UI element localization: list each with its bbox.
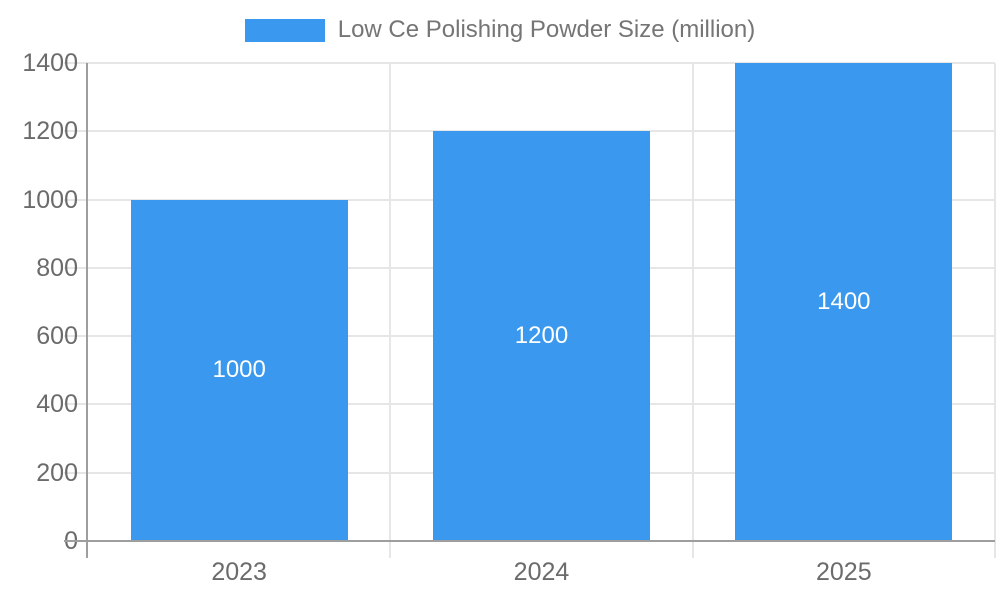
y-axis-tick-label: 1000 — [22, 185, 78, 214]
y-axis-tick — [64, 266, 88, 269]
y-axis-tick — [64, 403, 88, 406]
bar-value-label: 1200 — [514, 322, 569, 350]
bar-value-label: 1000 — [212, 356, 266, 384]
y-axis-tick-label: 200 — [36, 458, 78, 487]
bar-value-label: 1400 — [817, 288, 871, 315]
gridline-vertical — [994, 63, 996, 558]
y-axis-tick — [64, 471, 88, 474]
y-axis-tick — [64, 198, 88, 201]
y-axis-line — [86, 63, 88, 558]
y-axis-tick — [64, 62, 88, 64]
bar[interactable] — [735, 63, 953, 541]
x-axis-tick-label: 2023 — [211, 558, 267, 586]
legend-label: Low Ce Polishing Powder Size (million) — [337, 16, 756, 43]
y-axis-tick-label: 800 — [36, 253, 78, 282]
legend-swatch — [244, 18, 325, 42]
x-axis-tick-label: 2025 — [816, 558, 872, 586]
y-axis-tick — [64, 335, 88, 338]
x-axis-line — [64, 540, 995, 542]
gridline-horizontal — [88, 62, 995, 64]
legend[interactable]: Low Ce Polishing Powder Size (million) — [0, 16, 1000, 44]
gridline-vertical — [691, 63, 694, 558]
x-axis-tick-label: 2024 — [513, 558, 570, 586]
y-axis-tick — [64, 130, 88, 133]
gridline-vertical — [389, 63, 392, 558]
y-axis-tick-label: 400 — [36, 390, 78, 419]
plot-area: 1000 1200 1400 — [88, 62, 996, 558]
bar[interactable] — [130, 199, 348, 541]
y-axis-tick-label: 1400 — [22, 49, 78, 77]
y-axis-tick-label: 600 — [36, 322, 78, 351]
y-axis-tick-label: 1200 — [22, 117, 78, 146]
bar[interactable] — [433, 131, 650, 541]
